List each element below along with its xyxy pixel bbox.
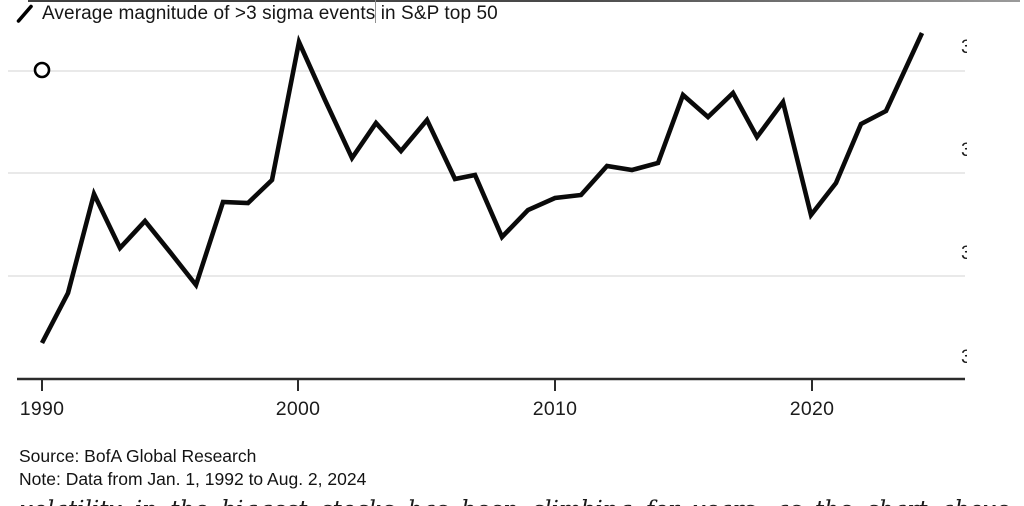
y-axis-tick-label-clipped: 3: [961, 346, 967, 368]
data-line: [39, 32, 925, 345]
source-text: Source: BofA Global Research: [19, 446, 257, 466]
chart-svg: [8, 32, 965, 391]
top-border-line: [28, 0, 1020, 2]
text-cursor-line: [375, 0, 376, 23]
y-axis-tick-label-clipped: 3: [961, 139, 967, 161]
y-axis-tick-label-clipped: 3: [961, 36, 967, 58]
legend-label: Average magnitude of >3 sigma events in …: [42, 3, 498, 24]
x-axis-tick-label: 2020: [789, 398, 835, 420]
x-axis-tick-label: 1990: [19, 398, 65, 420]
clipped-article-text: volatility in the biggest stocks has bee…: [20, 494, 1010, 506]
x-axis-tick-label: 2010: [532, 398, 578, 420]
chart-legend: Average magnitude of >3 sigma events in …: [16, 3, 498, 25]
line-series-icon: [16, 4, 33, 23]
y-axis-tick-label-clipped: 3: [961, 242, 967, 264]
x-axis-tick-label: 2000: [275, 398, 321, 420]
open-circle-marker: [33, 61, 51, 79]
note-text: Note: Data from Jan. 1, 1992 to Aug. 2, …: [19, 469, 367, 489]
